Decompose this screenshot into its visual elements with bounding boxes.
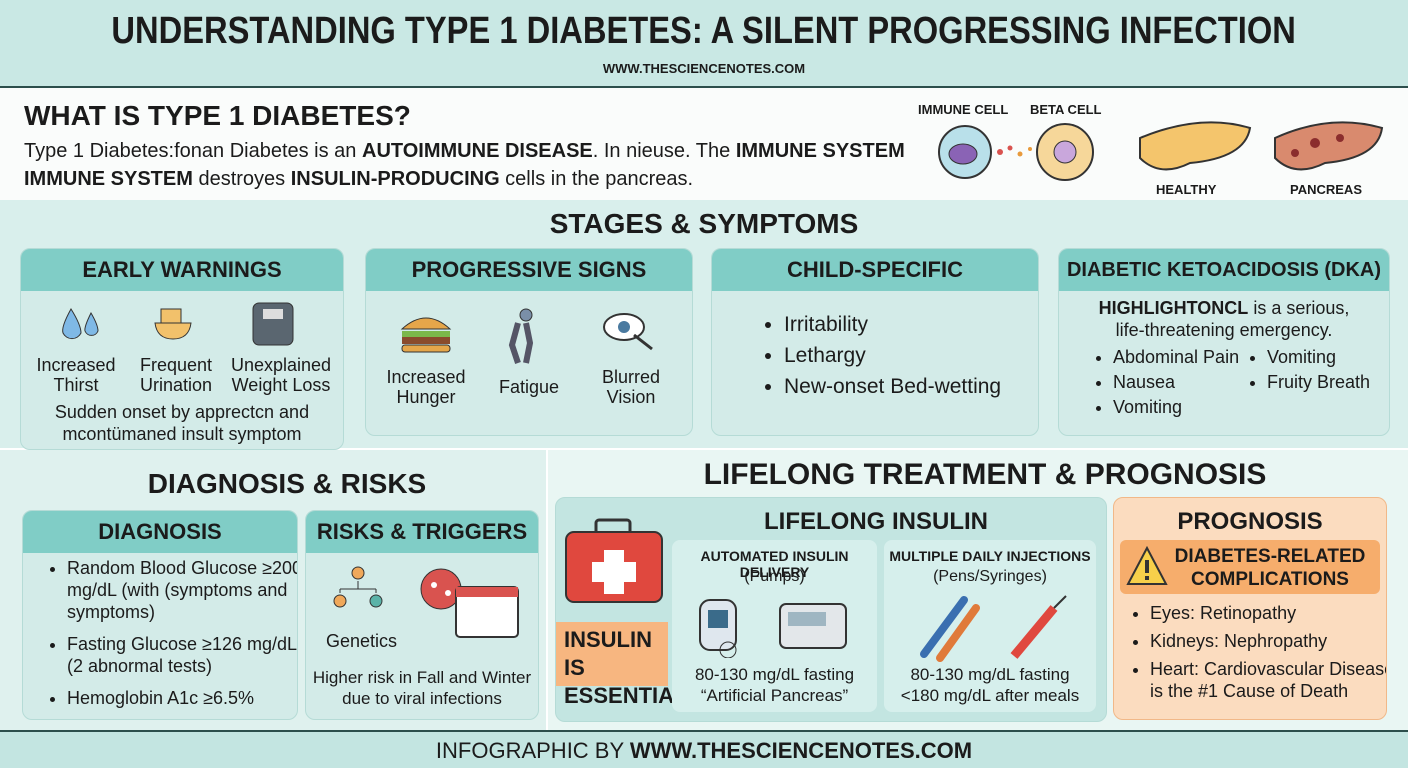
symptom: Frequent Urination (139, 355, 213, 395)
option-line: 80-130 mg/dL fasting (694, 665, 855, 684)
label: IMMUNE CELL (918, 102, 1009, 117)
list: Eyes: Retinopathy Kidneys: Nephropathy H… (1128, 602, 1386, 702)
card-title: RISKS & TRIGGERS (306, 511, 538, 553)
label: BETA CELL (1030, 102, 1102, 117)
symptom: Blurred Vision (601, 367, 661, 407)
warning: DIABETES-RELATED COMPLICATIONS (1120, 540, 1380, 594)
intro-heading: WHAT IS TYPE 1 DIABETES? (24, 100, 411, 131)
card-title: PROGRESSIVE SIGNS (366, 249, 692, 291)
footer-url: WWW.THESCIENCENOTES.COM (629, 738, 973, 763)
list: Irritability Lethargy New-onset Bed-wett… (762, 309, 1001, 402)
url: WWW.THESCIENCENOTES.COM (602, 61, 806, 76)
icons (62, 302, 294, 346)
header: UNDERSTANDING TYPE 1 DIABETES: A SILENT … (0, 0, 1408, 88)
option-subtitle: (Pens/Syringes) (933, 568, 1047, 585)
text: is a serious, life-threatening emergency… (1115, 298, 1350, 340)
symptom: Increased Thirst (36, 355, 116, 395)
text: IMMUNE SYSTEM (735, 140, 905, 162)
icon (1126, 546, 1168, 585)
list-item: Vomiting (1113, 395, 1239, 420)
label: PANCREAS (1290, 182, 1362, 197)
label: HEALTHY (1156, 182, 1217, 197)
card-title: DIAGNOSIS (23, 511, 297, 553)
card: DIAGNOSIS Random Blood Glucose ≥200 mg/d… (22, 510, 298, 720)
panel-title: LIFELONG INSULIN (764, 508, 988, 535)
card: RISKS & TRIGGERS Genetics Higher risk in… (305, 510, 539, 720)
text: . In nieuse. The (592, 140, 736, 162)
list-item: Lethargy (784, 340, 1001, 371)
card: EARLY WARNINGS Increased Thirst Frequent… (20, 248, 344, 450)
option-title: MULTIPLE DAILY INJECTIONS (889, 548, 1091, 564)
card: CHILD-SPECIFIC Irritability Lethargy New… (711, 248, 1039, 436)
symptom: Fatigue (498, 377, 560, 397)
icons (333, 566, 519, 638)
warning-text: DIABETES-RELATED COMPLICATIONS (1174, 546, 1366, 590)
list-item: Vomiting (1267, 345, 1370, 370)
list-item: Eyes: Retinopathy (1150, 602, 1386, 624)
text: INSULIN-PRODUCING (290, 168, 500, 190)
panel-title: PROGNOSIS (1177, 508, 1323, 535)
card: PROGRESSIVE SIGNS Increased Hunger Fatig… (365, 248, 693, 436)
card-title: EARLY WARNINGS (21, 249, 343, 291)
list-item: Fasting Glucose ≥126 mg/dL (2 abnormal t… (67, 633, 297, 677)
text: AUTOIMMUNE DISEASE (362, 140, 593, 162)
footer: INFOGRAPHIC BY WWW.THESCIENCENOTES.COM (0, 730, 1408, 768)
list-item: Kidneys: Nephropathy (1150, 630, 1386, 652)
text: destroyes (192, 168, 291, 190)
highlight: HIGHLIGHTONCL (1098, 298, 1249, 318)
footer-text: INFOGRAPHIC BY (435, 738, 630, 763)
intro-line: Type 1 Diabetes:fonan Diabetes is an AUT… (24, 140, 905, 163)
section-heading: STAGES & SYMPTOMS (549, 208, 859, 239)
option: AUTOMATED INSULIN DELIVERY (Pumps) 80-13… (672, 540, 877, 712)
option-line: 80-130 mg/dL fasting (910, 665, 1070, 684)
list-item: Nausea (1113, 370, 1239, 395)
option-title: AUTOMATED INSULIN DELIVERY (700, 548, 849, 580)
symptom: Increased Hunger (386, 367, 466, 407)
icon (699, 599, 847, 658)
icons (400, 308, 653, 364)
list-item: Heart: Cardiovascular Disease is the #1 … (1150, 658, 1386, 702)
list-item: Random Blood Glucose ≥200 mg/dL (with (s… (67, 557, 297, 623)
section-heading: DIAGNOSIS & RISKS (147, 468, 427, 499)
illustration (938, 121, 1384, 181)
intro: WHAT IS TYPE 1 DIABETES? Type 1 Diabetes… (0, 88, 1408, 200)
option-subtitle: (Pumps) (744, 568, 805, 585)
risk: Genetics (326, 631, 398, 651)
text: cells in the pancreas. (499, 168, 694, 190)
list-item: Hemoglobin A1c ≥6.5% (67, 687, 297, 709)
intro-line: IMMUNE SYSTEM destroyes INSULIN-PRODUCIN… (24, 168, 693, 191)
option-line: <180 mg/dL after meals (900, 686, 1080, 705)
insulin-panel: LIFELONG INSULIN INSULIN IS ESSENTIAL AU… (555, 497, 1107, 722)
option-line: “Artificial Pancreas” (700, 686, 849, 705)
icon (920, 595, 1067, 662)
dka-text: HIGHLIGHTONCL is a serious, life-threate… (1089, 297, 1359, 341)
card-title: CHILD-SPECIFIC (712, 249, 1038, 291)
symptom: Unexplained Weight Loss (230, 355, 332, 395)
list: Vomiting Fruity Breath (1245, 345, 1370, 395)
icon (565, 518, 663, 603)
text: IMMUNE SYSTEM (24, 168, 193, 190)
list-item: New-onset Bed-wetting (784, 371, 1001, 402)
prognosis-panel: PROGNOSIS DIABETES-RELATED COMPLICATIONS… (1113, 497, 1387, 720)
list-item: Abdominal Pain (1113, 345, 1239, 370)
note: Higher risk in Fall and Winter due to vi… (312, 668, 532, 708)
card: DIABETIC KETOACIDOSIS (DKA) HIGHLIGHTONC… (1058, 248, 1390, 436)
list: Random Blood Glucose ≥200 mg/dL (with (s… (45, 557, 297, 709)
section-heading: LIFELONG TREATMENT & PROGNOSIS (703, 458, 1267, 491)
list-item: Irritability (784, 309, 1001, 340)
text: Type 1 Diabetes:fonan Diabetes is an (24, 140, 362, 162)
badge: INSULIN IS ESSENTIAL (556, 622, 687, 708)
list: Abdominal Pain Nausea Vomiting (1091, 345, 1239, 420)
option: MULTIPLE DAILY INJECTIONS (Pens/Syringes… (884, 540, 1096, 712)
note: Sudden onset by apprectcn and mcontümane… (54, 402, 310, 444)
card-title: DIABETIC KETOACIDOSIS (DKA) (1059, 249, 1389, 291)
title: UNDERSTANDING TYPE 1 DIABETES: A SILENT … (111, 10, 1297, 52)
list-item: Fruity Breath (1267, 370, 1370, 395)
